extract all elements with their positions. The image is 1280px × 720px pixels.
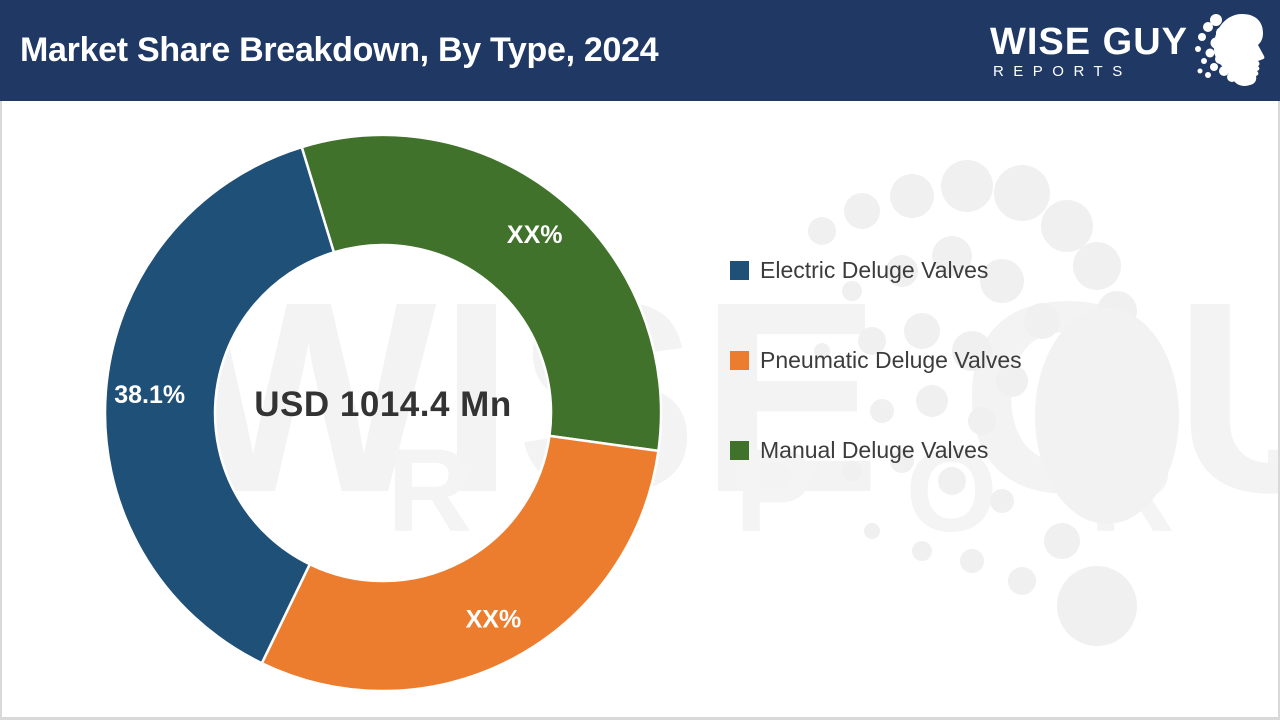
legend-swatch-electric [730,260,749,280]
legend-label-pneumatic: Pneumatic Deluge Valves [760,346,1022,373]
legend-swatch-pneumatic [730,350,749,370]
wiseguy-logo: WISE GUY REPORTS [990,9,1266,93]
donut-chart: XX% XX% 38.1% [103,133,663,693]
header-bar: Market Share Breakdown, By Type, 2024 WI… [0,0,1280,101]
legend-item-manual: Manual Deluge Valves [730,431,1022,469]
wiseguy-logo-text: WISE GUY REPORTS [990,23,1188,79]
page-title: Market Share Breakdown, By Type, 2024 [20,31,659,69]
donut-center-value: USD 1014.4 Mn [254,385,512,424]
legend-label-manual: Manual Deluge Valves [760,436,989,463]
legend-label-electric: Electric Deluge Valves [760,256,989,283]
legend-item-electric: Electric Deluge Valves [730,251,1022,289]
logo-subtitle: REPORTS [992,62,1132,80]
segment-label: XX% [507,221,563,249]
legend-swatch-manual [730,440,749,460]
segment-label: XX% [466,605,522,633]
watermark-face-icon [808,160,1179,646]
legend: Electric Deluge Valves Pneumatic Deluge … [730,251,1022,521]
chart-area: WISE GUY REPORTS XX%XX%38.1% USD 1014.4 … [0,101,1280,720]
logo-wordmark: WISE GUY [989,20,1188,63]
segment-label: 38.1% [114,381,185,409]
donut-segment-electric-deluge-valves [103,145,336,665]
donut-segment-pneumatic-deluge-valves [260,434,660,693]
donut-segment-manual-deluge-valves [300,133,663,453]
wiseguy-face-icon [1195,13,1265,86]
legend-item-pneumatic: Pneumatic Deluge Valves [730,341,1022,379]
